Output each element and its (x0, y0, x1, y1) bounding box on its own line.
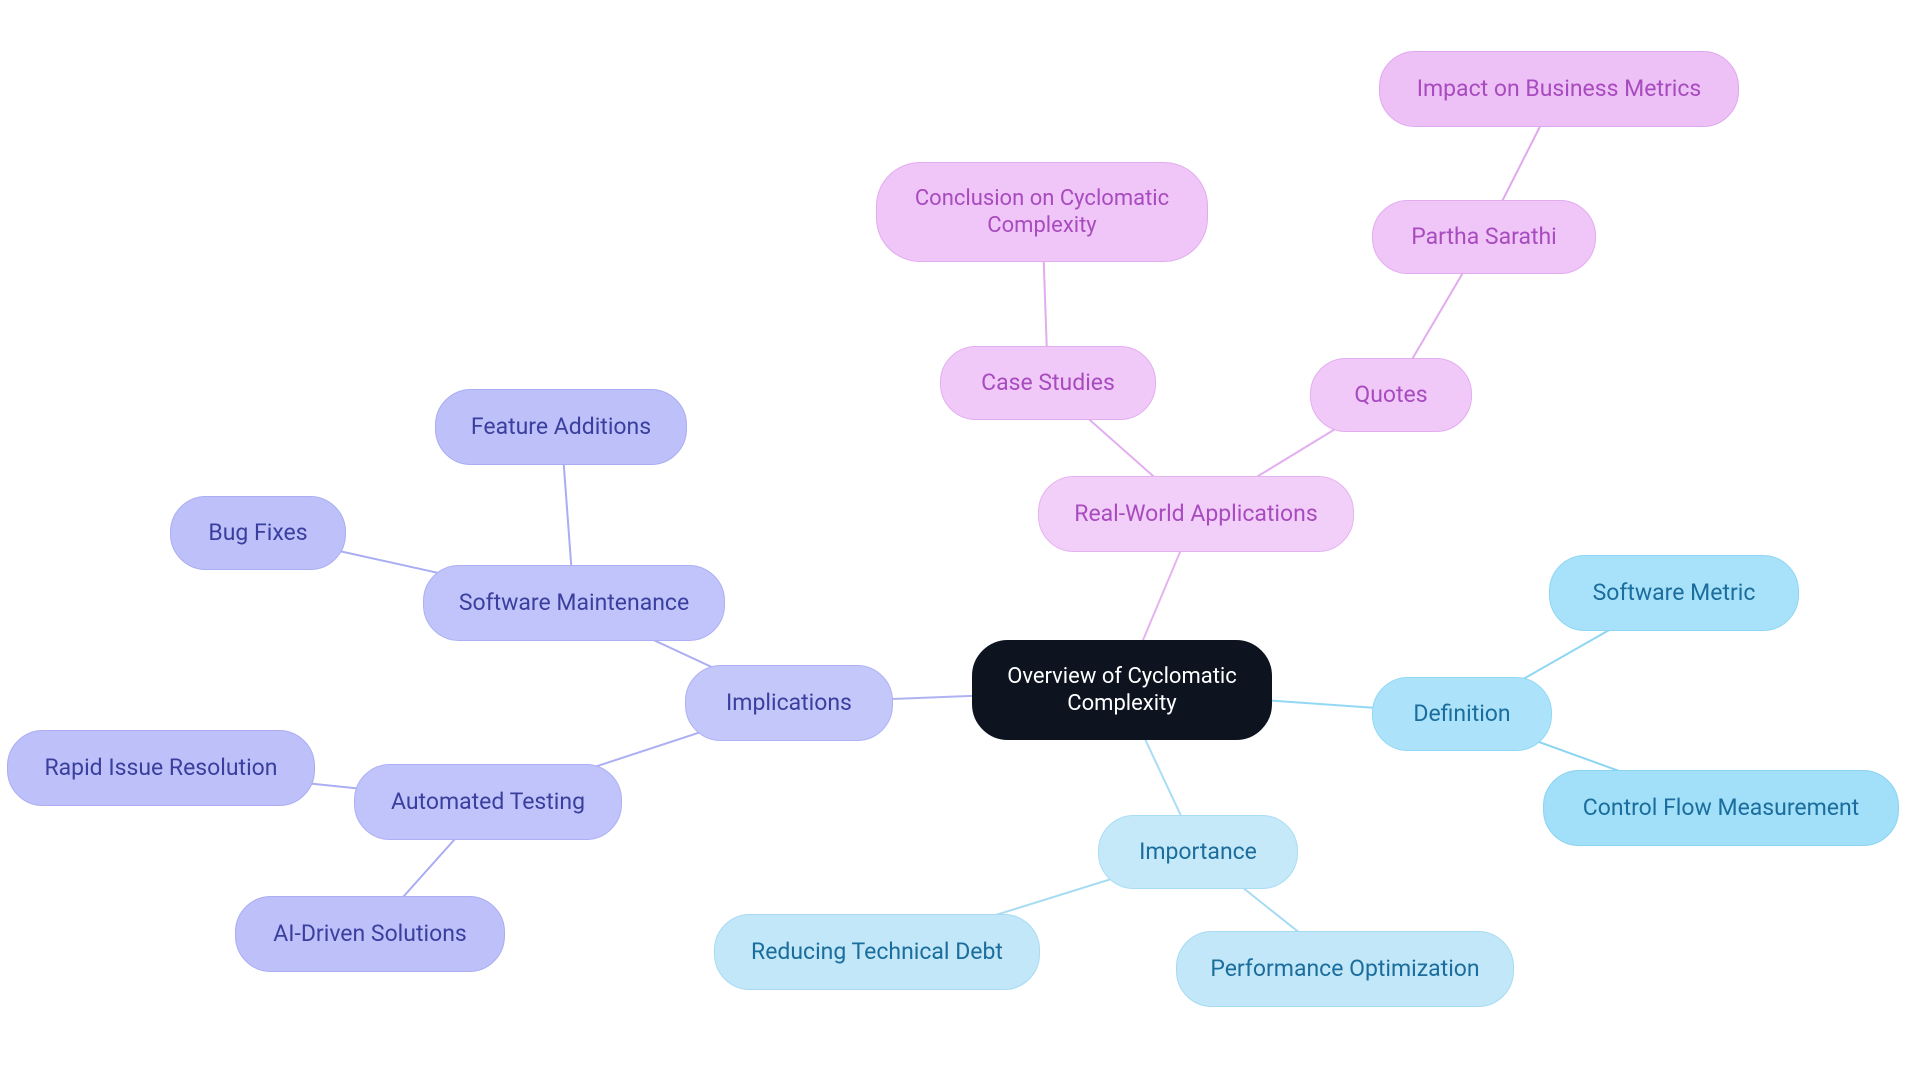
node-autotest: Automated Testing (354, 764, 622, 840)
node-definition: Definition (1372, 677, 1552, 751)
node-bugfix: Bug Fixes (170, 496, 346, 570)
node-quotes: Quotes (1310, 358, 1472, 432)
node-importance: Importance (1098, 815, 1298, 889)
node-impact: Impact on Business Metrics (1379, 51, 1739, 127)
node-rapid: Rapid Issue Resolution (7, 730, 315, 806)
node-softmetric: Software Metric (1549, 555, 1799, 631)
node-implications: Implications (685, 665, 893, 741)
node-root: Overview of Cyclomatic Complexity (972, 640, 1272, 740)
node-swmaint: Software Maintenance (423, 565, 725, 641)
node-techdebt: Reducing Technical Debt (714, 914, 1040, 990)
node-realworld: Real-World Applications (1038, 476, 1354, 552)
node-casestud: Case Studies (940, 346, 1156, 420)
node-perfopt: Performance Optimization (1176, 931, 1514, 1007)
node-partha: Partha Sarathi (1372, 200, 1596, 274)
mindmap-canvas: Overview of Cyclomatic Complexity Definit… (0, 0, 1920, 1083)
node-controlflow: Control Flow Measurement (1543, 770, 1899, 846)
node-conclusion: Conclusion on Cyclomatic Complexity (876, 162, 1208, 262)
node-aidriven: AI-Driven Solutions (235, 896, 505, 972)
node-feature: Feature Additions (435, 389, 687, 465)
